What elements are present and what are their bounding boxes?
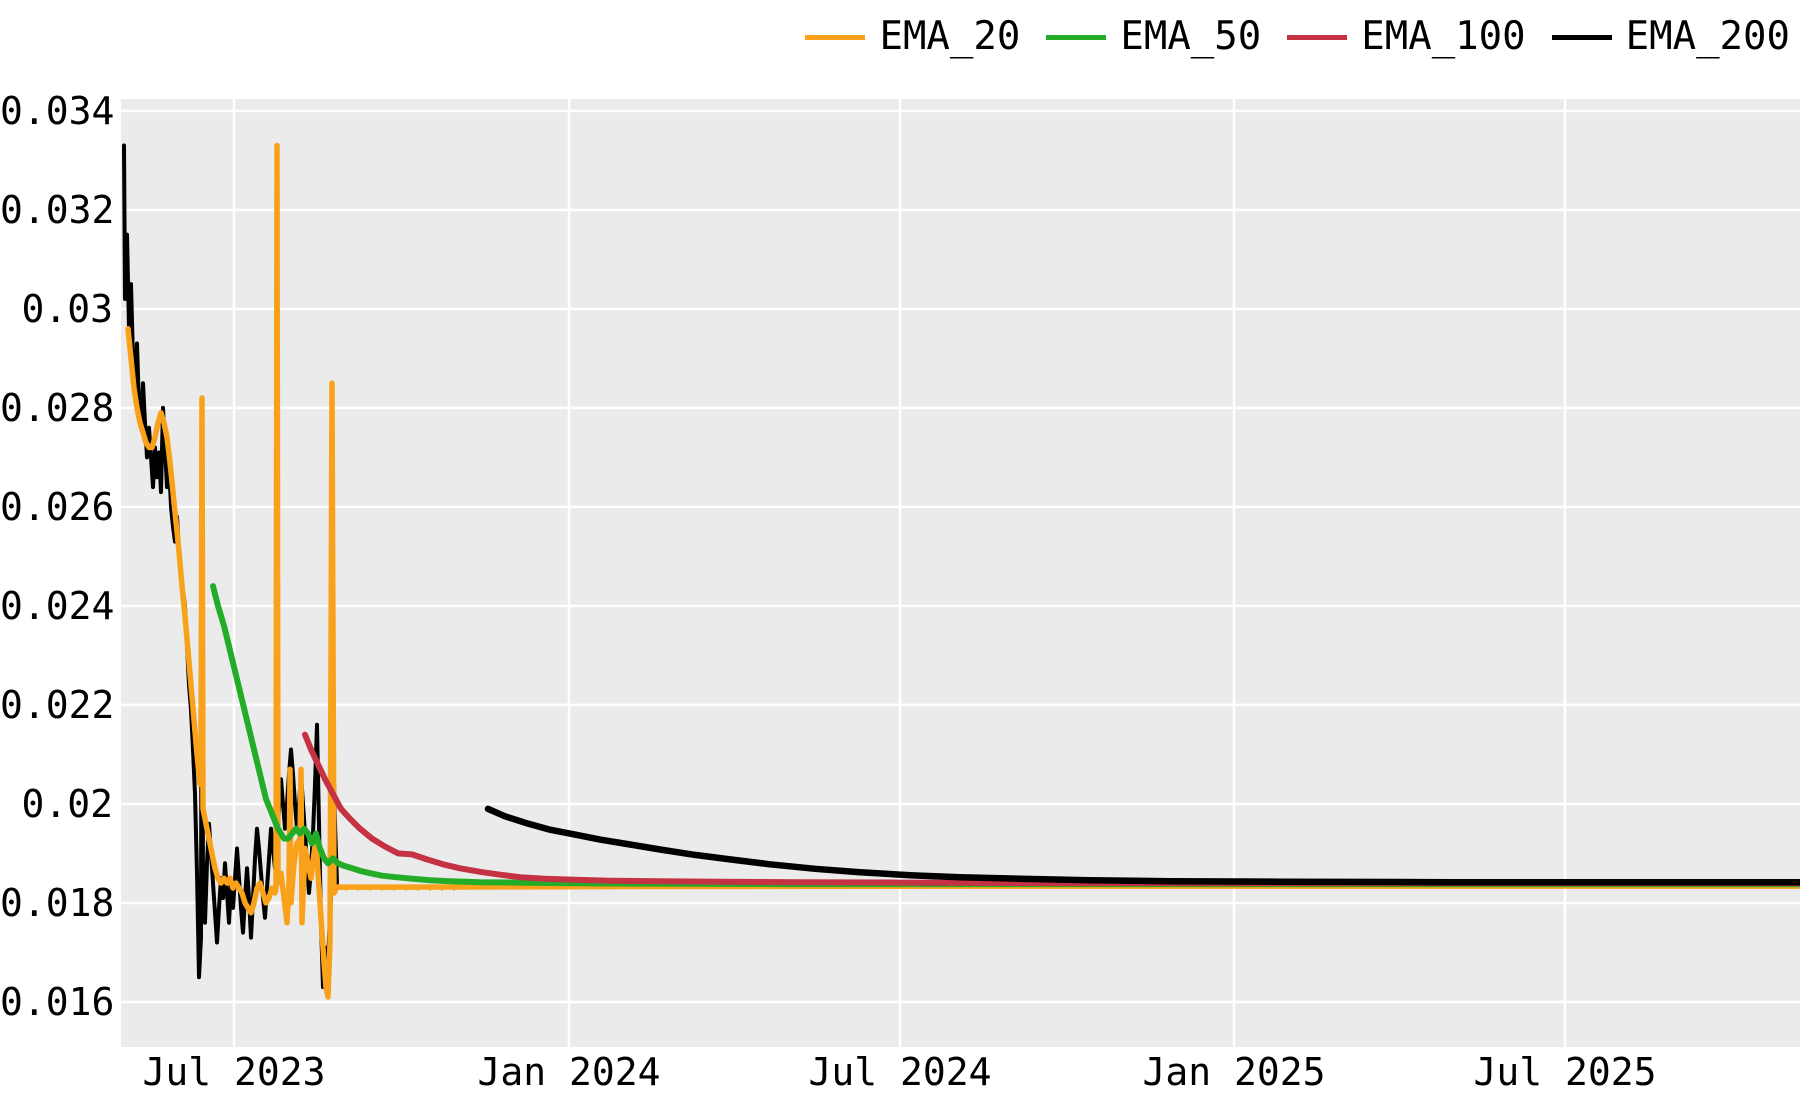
x-tick-label-jul-2025: Jul 2025 <box>1473 1050 1657 1094</box>
legend-label: EMA_100 <box>1361 14 1526 59</box>
y-tick-label-0.02: 0.02 <box>21 781 113 826</box>
legend-label: EMA_200 <box>1625 14 1790 59</box>
legend-line-swatch-icon <box>1287 34 1348 40</box>
legend-item-ema_100: EMA_100 <box>1287 14 1526 60</box>
legend-label: EMA_20 <box>879 14 1021 59</box>
legend-line-swatch-icon <box>1046 34 1107 40</box>
legend: EMA_20 EMA_50 EMA_100 EMA_200 <box>805 14 1790 60</box>
y-tick-label-0.022: 0.022 <box>0 682 115 727</box>
ema-50-line <box>210 583 1800 888</box>
y-tick-label-0.018: 0.018 <box>0 880 115 925</box>
y-tick-label-0.032: 0.032 <box>0 187 115 232</box>
ema-100-line <box>302 731 1800 887</box>
legend-line-swatch-icon <box>1551 34 1612 40</box>
y-tick-label-0.024: 0.024 <box>0 583 115 628</box>
legend-item-ema_200: EMA_200 <box>1551 14 1790 60</box>
y-tick-label-0.03: 0.03 <box>21 286 113 331</box>
y-tick-label-0.028: 0.028 <box>0 385 115 430</box>
legend-label: EMA_50 <box>1120 14 1262 59</box>
plot-background <box>121 99 1800 1047</box>
x-tick-label-jul-2023: Jul 2023 <box>142 1050 326 1094</box>
x-tick-label-jul-2024: Jul 2024 <box>808 1050 992 1094</box>
x-tick-label-jan-2024: Jan 2024 <box>477 1050 661 1094</box>
ema-200-line <box>484 805 1800 886</box>
y-tick-label-0.034: 0.034 <box>0 88 115 133</box>
legend-item-ema_50: EMA_50 <box>1046 14 1261 60</box>
legend-line-swatch-icon <box>805 34 866 40</box>
y-tick-label-0.016: 0.016 <box>0 979 115 1024</box>
legend-item-ema_20: EMA_20 <box>805 14 1020 60</box>
x-tick-label-jan-2025: Jan 2025 <box>1142 1050 1326 1094</box>
y-tick-label-0.026: 0.026 <box>0 484 115 529</box>
